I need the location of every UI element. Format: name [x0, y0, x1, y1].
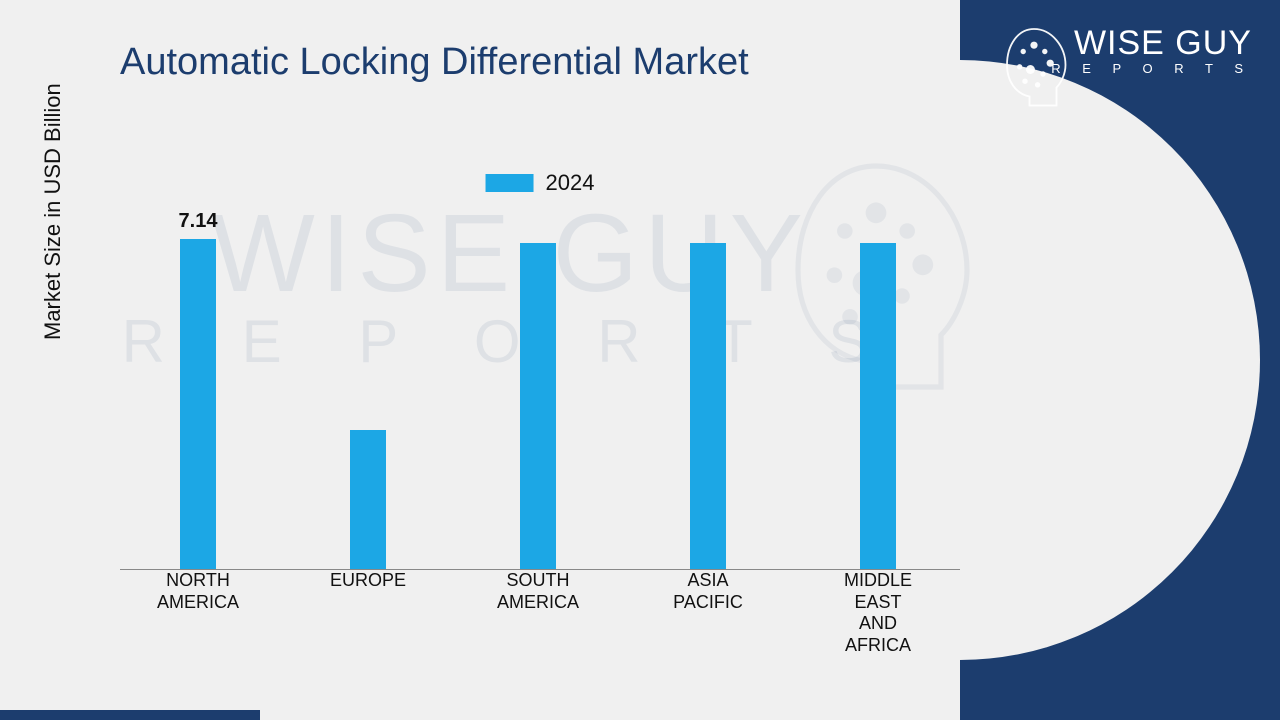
y-axis-label: Market Size in USD Billion	[40, 83, 66, 340]
legend: 2024	[486, 170, 595, 196]
category-label: NORTHAMERICA	[123, 570, 273, 613]
brand-head-icon	[980, 20, 1070, 110]
brand-line2: R E P O R T S	[1051, 61, 1252, 76]
bar	[350, 430, 386, 569]
brand-line1: WISE GUY	[1051, 24, 1252, 63]
bar	[520, 243, 556, 569]
category-label: MIDDLEEASTANDAFRICA	[803, 570, 953, 656]
chart-title: Automatic Locking Differential Market	[120, 40, 860, 86]
category-label: ASIAPACIFIC	[633, 570, 783, 613]
bar-value-label: 7.14	[138, 210, 258, 233]
chart-canvas: WISE GUY R E P O R T S Automatic Locking…	[0, 0, 1280, 720]
bar-chart: 2024 7.14 NORTHAMERICA EUROPE SOUTHAMERICA…	[120, 170, 960, 650]
bar	[690, 243, 726, 569]
brand-logo: WISE GUY R E P O R T S	[1051, 24, 1252, 76]
bar	[180, 239, 216, 569]
plot-area: 7.14	[120, 200, 960, 570]
legend-label: 2024	[546, 170, 595, 196]
category-label: SOUTHAMERICA	[463, 570, 613, 613]
legend-swatch	[486, 174, 534, 192]
bar	[860, 243, 896, 569]
category-label: EUROPE	[293, 570, 443, 592]
bottom-accent-bar	[0, 710, 260, 720]
